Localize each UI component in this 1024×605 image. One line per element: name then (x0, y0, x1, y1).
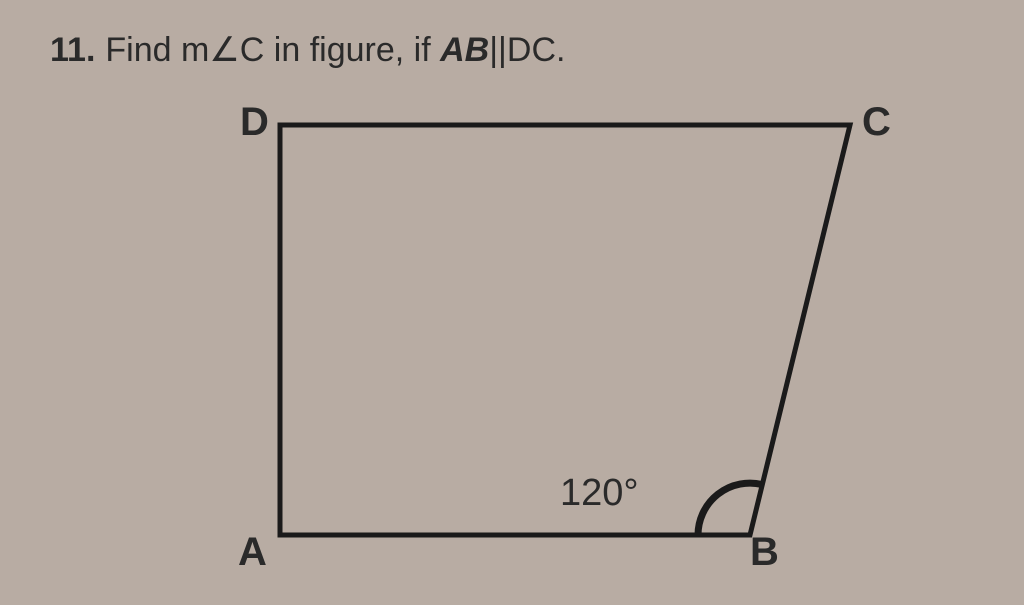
vertex-label-a: A (238, 530, 267, 575)
q-parallel-symbol: || (489, 31, 507, 69)
q-mid: in figure, if (264, 31, 440, 69)
vertex-label-c: C (862, 100, 891, 145)
q-suffix: . (556, 31, 565, 69)
question-number: 11. (50, 31, 95, 70)
figure: D C B A 120° (230, 100, 930, 570)
angle-label: 120° (560, 472, 639, 515)
question-line: 11. Find m∠C in figure, if AB||DC. (50, 30, 974, 70)
vertex-label-d: D (240, 100, 269, 145)
q-parallel-rhs: DC (507, 31, 556, 69)
q-angle-var: C (240, 31, 265, 69)
angle-symbol: ∠ (209, 31, 239, 69)
question-text: Find m∠C in figure, if AB||DC. (105, 30, 565, 70)
q-prefix: Find m (105, 31, 209, 69)
q-parallel-lhs: AB (440, 31, 489, 69)
vertex-label-b: B (750, 530, 779, 575)
